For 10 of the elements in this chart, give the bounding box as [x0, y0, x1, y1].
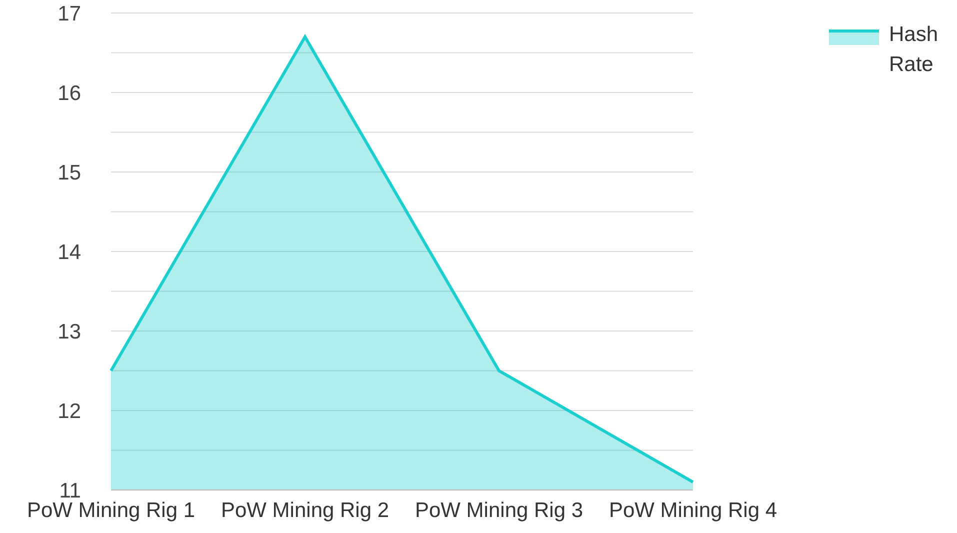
y-tick-label: 12 — [58, 400, 81, 423]
y-tick-label: 15 — [58, 161, 81, 184]
x-tick-label: PoW Mining Rig 3 — [414, 498, 584, 522]
y-tick-label: 13 — [58, 320, 81, 344]
y-tick-label: 14 — [58, 240, 82, 264]
x-tick-label: PoW Mining Rig 2 — [220, 498, 390, 522]
y-tick-label: 16 — [58, 82, 81, 105]
x-tick-label: PoW Mining Rig 4 — [608, 498, 778, 522]
legend-label: Hash Rate — [889, 22, 940, 78]
y-tick-label: 17 — [58, 2, 81, 26]
